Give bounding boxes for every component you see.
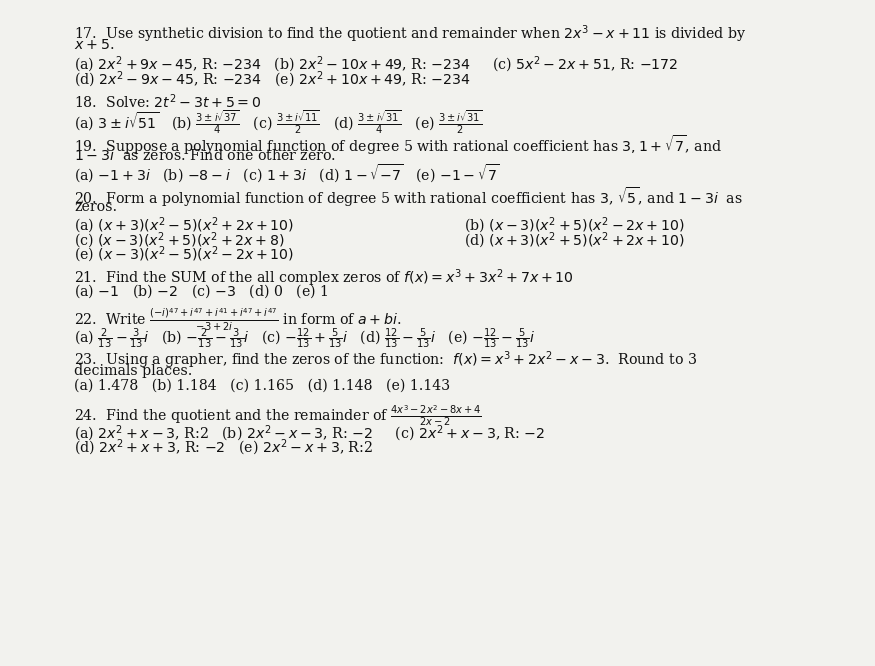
Text: zeros.: zeros. [74, 200, 117, 214]
Text: 18.  Solve: $2t^2 - 3t + 5 = 0$: 18. Solve: $2t^2 - 3t + 5 = 0$ [74, 92, 262, 111]
Text: (a) $2x^2 + 9x - 45$, R: $-234$   (b) $2x^2 - 10x + 49$, R: $-234$     (c) $5x^2: (a) $2x^2 + 9x - 45$, R: $-234$ (b) $2x^… [74, 55, 679, 75]
Text: 19.  Suppose a polynomial function of degree 5 with rational coefficient has $3,: 19. Suppose a polynomial function of deg… [74, 133, 723, 157]
Text: 24.  Find the quotient and the remainder of $\frac{4x^3 - 2x^2 - 8x + 4}{2x - 2}: 24. Find the quotient and the remainder … [74, 404, 482, 428]
Text: 21.  Find the SUM of the all complex zeros of $f(x) = x^3 + 3x^2 + 7x + 10$: 21. Find the SUM of the all complex zero… [74, 268, 574, 289]
Text: $1 - 3i$  as zeros. Find one other zero.: $1 - 3i$ as zeros. Find one other zero. [74, 148, 337, 163]
Text: (a) $2x^2 + x - 3$, R:2   (b) $2x^2 - x - 3$, R: $-2$     (c) $2x^2 + x - 3$, R:: (a) $2x^2 + x - 3$, R:2 (b) $2x^2 - x - … [74, 424, 546, 444]
Text: (a) $-1$   (b) $-2$   (c) $-3$   (d) 0   (e) 1: (a) $-1$ (b) $-2$ (c) $-3$ (d) 0 (e) 1 [74, 282, 329, 300]
Text: 22.  Write $\frac{(-i)^{47}+i^{47}+i^{41}+i^{47}+i^{47}}{-3+2i}$ in form of $a +: 22. Write $\frac{(-i)^{47}+i^{47}+i^{41}… [74, 306, 402, 333]
Text: (d) $(x + 3)(x^2 + 5)(x^2 + 2x + 10)$: (d) $(x + 3)(x^2 + 5)(x^2 + 2x + 10)$ [464, 230, 684, 250]
Text: $x + 5$.: $x + 5$. [74, 38, 115, 52]
Text: (a) $\frac{2}{13} - \frac{3}{13}i$   (b) $-\frac{2}{13} - \frac{3}{13}i$   (c) $: (a) $\frac{2}{13} - \frac{3}{13}i$ (b) $… [74, 326, 536, 351]
Text: (e) $(x - 3)(x^2 - 5)(x^2 - 2x + 10)$: (e) $(x - 3)(x^2 - 5)(x^2 - 2x + 10)$ [74, 245, 295, 265]
Text: (a) $(x + 3)(x^2 - 5)(x^2 + 2x + 10)$: (a) $(x + 3)(x^2 - 5)(x^2 + 2x + 10)$ [74, 216, 295, 236]
Text: (a) $-1 + 3i$   (b) $-8 - i$   (c) $1 + 3i$   (d) $1 - \sqrt{-7}$   (e) $-1 - \s: (a) $-1 + 3i$ (b) $-8 - i$ (c) $1 + 3i$ … [74, 163, 500, 185]
Text: (d) $2x^2 + x + 3$, R: $-2$   (e) $2x^2 - x + 3$, R:2: (d) $2x^2 + x + 3$, R: $-2$ (e) $2x^2 - … [74, 438, 374, 458]
Text: (b) $(x - 3)(x^2 + 5)(x^2 - 2x + 10)$: (b) $(x - 3)(x^2 + 5)(x^2 - 2x + 10)$ [464, 216, 684, 236]
Text: (a) 1.478   (b) 1.184   (c) 1.165   (d) 1.148   (e) 1.143: (a) 1.478 (b) 1.184 (c) 1.165 (d) 1.148 … [74, 378, 451, 392]
Text: (d) $2x^2 - 9x - 45$, R: $-234$   (e) $2x^2 + 10x + 49$, R: $-234$: (d) $2x^2 - 9x - 45$, R: $-234$ (e) $2x^… [74, 69, 471, 89]
Text: 23.  Using a grapher, find the zeros of the function:  $f(x) = x^3 + 2x^2 - x - : 23. Using a grapher, find the zeros of t… [74, 349, 697, 370]
Text: 17.  Use synthetic division to find the quotient and remainder when $2x^3 - x + : 17. Use synthetic division to find the q… [74, 23, 746, 45]
Text: (c) $(x - 3)(x^2 + 5)(x^2 + 2x + 8)$: (c) $(x - 3)(x^2 + 5)(x^2 + 2x + 8)$ [74, 230, 285, 250]
Text: decimals places.: decimals places. [74, 364, 192, 378]
Text: 20.  Form a polynomial function of degree 5 with rational coefficient has $3$, $: 20. Form a polynomial function of degree… [74, 185, 743, 209]
Text: (a) $3 \pm i\sqrt{51}$   (b) $\frac{3 \pm i\sqrt{37}}{4}$   (c) $\frac{3 \pm i\s: (a) $3 \pm i\sqrt{51}$ (b) $\frac{3 \pm … [74, 109, 483, 137]
